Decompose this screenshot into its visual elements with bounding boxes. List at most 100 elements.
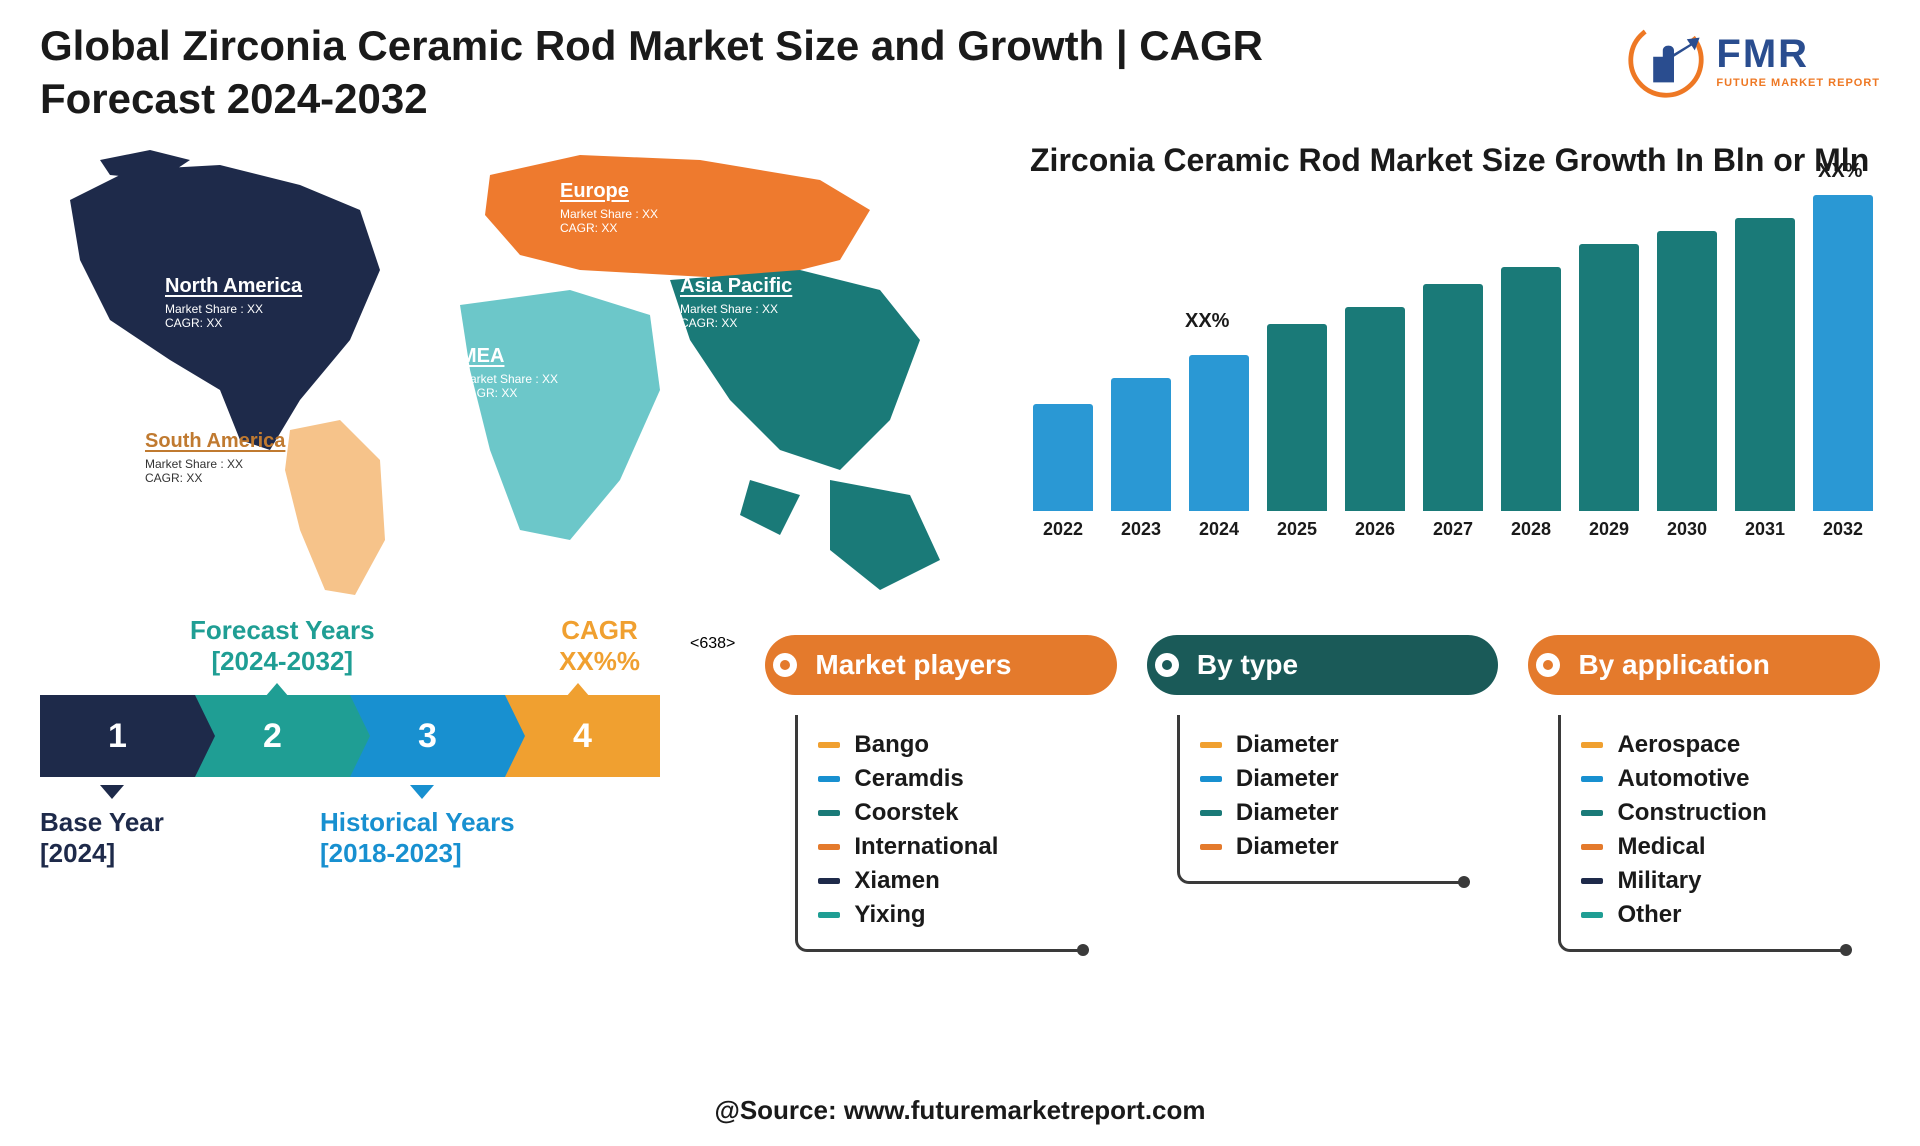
tick-icon	[818, 912, 840, 918]
category-item: Coorstek	[818, 799, 1087, 827]
logo: FMR FUTURE MARKET REPORT	[1626, 20, 1880, 100]
category-pill: By type	[1147, 635, 1499, 695]
category-item-label: Bango	[854, 731, 929, 759]
bar	[1423, 284, 1483, 511]
category-item-label: Military	[1617, 867, 1701, 895]
category-item-label: Aerospace	[1617, 731, 1740, 759]
category-list: Diameter Diameter Diameter Diameter	[1177, 715, 1469, 884]
category-item: Military	[1581, 867, 1850, 895]
category-title: By type	[1197, 649, 1298, 681]
bar	[1501, 267, 1561, 511]
bar-column: 2031	[1732, 218, 1798, 540]
map-label-mea: MEA Market Share : XX CAGR: XX	[460, 345, 558, 400]
bar	[1189, 355, 1249, 511]
tick-icon	[1200, 742, 1222, 748]
tick-icon	[818, 810, 840, 816]
bars-container: XX% XX% 20222023202420252026202720282029…	[1030, 190, 1880, 540]
bar-column: 2022	[1030, 404, 1096, 540]
category-item: Other	[1581, 901, 1850, 929]
bar-year-label: 2032	[1823, 519, 1863, 540]
chart-annotation: XX%	[1185, 310, 1229, 333]
category-item-label: Coorstek	[854, 799, 958, 827]
bullet-icon	[1155, 653, 1179, 677]
bar	[1033, 404, 1093, 511]
category-item: Diameter	[1200, 799, 1469, 827]
tick-icon	[1200, 776, 1222, 782]
bar-year-label: 2026	[1355, 519, 1395, 540]
category-item: Diameter	[1200, 731, 1469, 759]
timeline-label-cagr: CAGR XX%%	[559, 615, 640, 677]
bar-column: 2027	[1420, 284, 1486, 540]
category-by-application: By applicationAerospaceAutomotiveConstru…	[1528, 635, 1880, 952]
category-list: Bango Ceramdis Coorstek International Xiamen…	[795, 715, 1087, 952]
category-item-label: Xiamen	[854, 867, 939, 895]
bar-column: 2032	[1810, 195, 1876, 540]
pointer-down-icon	[410, 785, 434, 799]
tick-icon	[818, 878, 840, 884]
logo-text-main: FMR	[1716, 32, 1880, 77]
category-list: AerospaceAutomotiveConstructionMedicalMi…	[1558, 715, 1850, 952]
category-item: Xiamen	[818, 867, 1087, 895]
chart-annotation: XX%	[1818, 160, 1862, 183]
category-item: Construction	[1581, 799, 1850, 827]
source-citation: @Source: www.futuremarketreport.com	[0, 1095, 1920, 1126]
timeline: Forecast Years [2024-2032] CAGR XX%% 123…	[40, 635, 660, 777]
timeline-label-forecast: Forecast Years [2024-2032]	[190, 615, 375, 677]
map-label-na: North America Market Share : XX CAGR: XX	[165, 275, 302, 330]
bar-column: 2029	[1576, 244, 1642, 540]
map-label-ap: Asia Pacific Market Share : XX CAGR: XX	[680, 275, 792, 330]
category-item-label: Ceramdis	[854, 765, 963, 793]
bar	[1657, 231, 1717, 511]
bar-year-label: 2025	[1277, 519, 1317, 540]
tick-icon	[1581, 776, 1603, 782]
tick-icon	[1581, 844, 1603, 850]
bar-year-label: 2024	[1199, 519, 1239, 540]
category-item: Bango	[818, 731, 1087, 759]
page-title: Global Zirconia Ceramic Rod Market Size …	[40, 20, 1440, 125]
tick-icon	[818, 776, 840, 782]
category-pill: By application	[1528, 635, 1880, 695]
category-item: Diameter	[1200, 833, 1469, 861]
timeline-segment: 2	[195, 695, 350, 777]
category-item-label: Other	[1617, 901, 1681, 929]
bar-year-label: 2023	[1121, 519, 1161, 540]
category-item-label: Diameter	[1236, 765, 1339, 793]
category-item: Yixing	[818, 901, 1087, 929]
category-item-label: International	[854, 833, 998, 861]
category-title: By application	[1578, 649, 1769, 681]
category-item: Medical	[1581, 833, 1850, 861]
category-item-label: Construction	[1617, 799, 1766, 827]
category-by-type: By type Diameter Diameter Diameter Diameter	[1147, 635, 1499, 884]
bar	[1813, 195, 1873, 511]
map-label-sa: South America Market Share : XX CAGR: XX	[145, 430, 285, 485]
chart-title: Zirconia Ceramic Rod Market Size Growth …	[1030, 140, 1880, 180]
timeline-segment: 1	[40, 695, 195, 777]
category-item-label: Diameter	[1236, 731, 1339, 759]
timeline-label-base: Base Year [2024]	[40, 807, 164, 869]
timeline-label-historical: Historical Years [2018-2023]	[320, 807, 515, 869]
bar-year-label: 2022	[1043, 519, 1083, 540]
bar-column: 2025	[1264, 324, 1330, 540]
bullet-icon	[1536, 653, 1560, 677]
tick-icon	[818, 844, 840, 850]
category-market-players: Market players Bango Ceramdis Coorstek Inter…	[765, 635, 1117, 952]
tick-icon	[1200, 844, 1222, 850]
tick-icon	[1581, 912, 1603, 918]
bar	[1267, 324, 1327, 511]
category-pill: Market players	[765, 635, 1117, 695]
region-mea	[460, 290, 660, 540]
category-title: Market players	[815, 649, 1011, 681]
logo-icon	[1626, 20, 1706, 100]
bar	[1579, 244, 1639, 511]
category-item: Ceramdis	[818, 765, 1087, 793]
timeline-segments: 1234	[40, 695, 660, 777]
world-map: North America Market Share : XX CAGR: XX…	[40, 140, 1000, 610]
tick-icon	[1581, 742, 1603, 748]
category-item-label: Medical	[1617, 833, 1705, 861]
bar	[1735, 218, 1795, 511]
bar-column: 2028	[1498, 267, 1564, 540]
logo-text-sub: FUTURE MARKET REPORT	[1716, 77, 1880, 89]
map-label-eu: Europe Market Share : XX CAGR: XX	[560, 180, 658, 235]
bar-year-label: 2029	[1589, 519, 1629, 540]
bullet-icon	[773, 653, 797, 677]
